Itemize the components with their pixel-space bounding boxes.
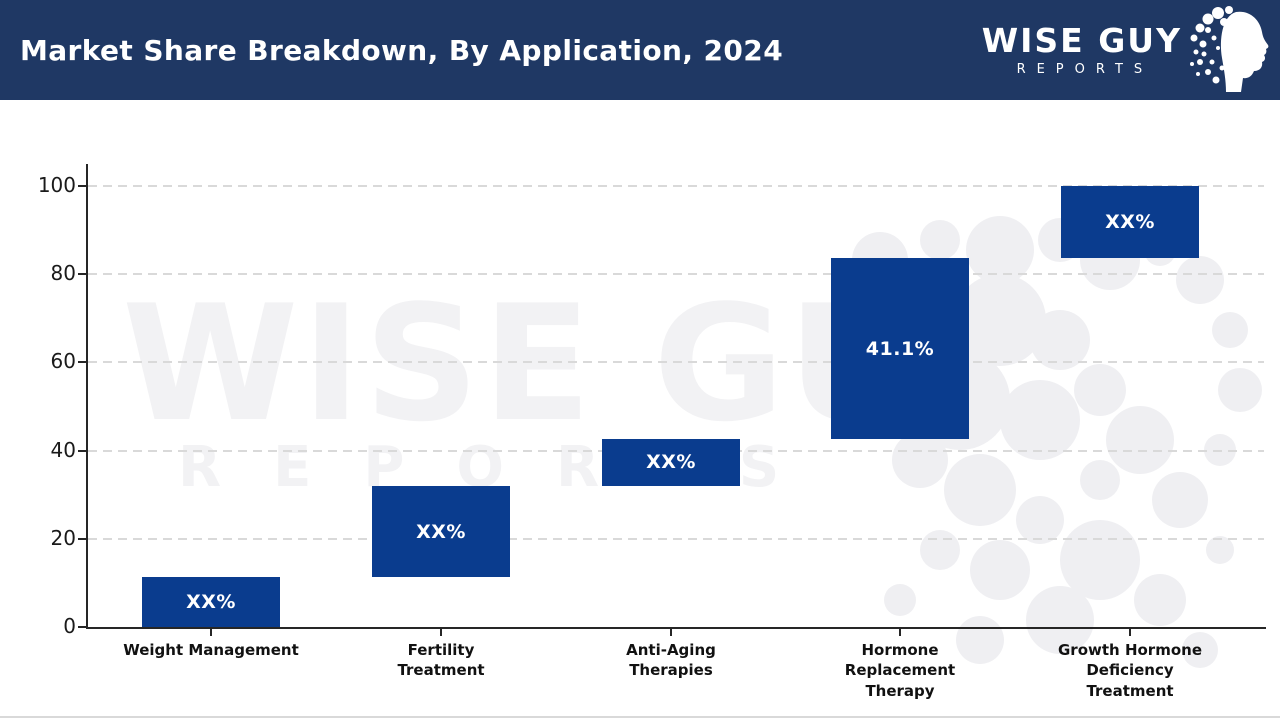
- page-title: Market Share Breakdown, By Application, …: [20, 33, 784, 67]
- bar-segment-0: XX%: [142, 577, 280, 627]
- brand-subname: REPORTS: [1016, 61, 1154, 77]
- x-category-label-1: Fertility Treatment: [397, 641, 485, 680]
- y-tick-label-80: 80: [50, 261, 76, 286]
- gridline-100: [88, 185, 1264, 187]
- y-tick-label-20: 20: [50, 525, 76, 550]
- y-tick-mark-100: [78, 185, 86, 187]
- gridline-20: [88, 537, 1264, 540]
- x-category-label-4: Growth Hormone Deficiency Treatment: [1058, 641, 1202, 700]
- brand-logo-text: WISE GUY REPORTS: [982, 24, 1182, 77]
- brand-logo: WISE GUY REPORTS: [982, 4, 1280, 96]
- bottom-divider: [0, 716, 1280, 718]
- x-category-label-3: Hormone Replacement Therapy: [844, 641, 956, 700]
- y-tick-label-60: 60: [50, 349, 76, 374]
- y-tick-label-40: 40: [50, 437, 76, 462]
- y-tick-label-100: 100: [37, 173, 76, 197]
- bar-value-label-4: XX%: [1105, 210, 1155, 233]
- gridline-60: [88, 361, 1264, 364]
- bar-segment-2: XX%: [602, 439, 740, 486]
- x-tick-mark-4: [1129, 629, 1131, 636]
- bar-value-label-3: 41.1%: [865, 337, 935, 360]
- y-tick-mark-60: [78, 361, 86, 364]
- x-tick-mark-3: [899, 629, 901, 636]
- bar-segment-1: XX%: [372, 485, 510, 578]
- x-category-label-0: Weight Management: [123, 641, 299, 659]
- bar-value-label-2: XX%: [646, 451, 696, 474]
- x-tick-mark-1: [440, 629, 442, 636]
- bar-value-label-1: XX%: [416, 520, 466, 543]
- y-tick-mark-20: [78, 537, 86, 540]
- x-axis-line: [86, 627, 1266, 629]
- brand-name: WISE GUY: [981, 20, 1182, 60]
- x-category-label-2: Anti-Aging Therapies: [626, 641, 716, 680]
- bar-value-label-0: XX%: [186, 591, 236, 614]
- x-tick-mark-2: [670, 629, 672, 636]
- y-axis-line: [86, 164, 88, 629]
- x-tick-mark-0: [210, 629, 212, 636]
- bar-segment-4: XX%: [1061, 186, 1199, 258]
- y-tick-mark-0: [78, 626, 86, 628]
- header-bar: Market Share Breakdown, By Application, …: [0, 0, 1280, 100]
- bar-segment-3: 41.1%: [831, 257, 969, 440]
- y-tick-label-0: 0: [63, 614, 76, 638]
- gridline-80: [88, 273, 1264, 276]
- brand-head-icon: [1190, 6, 1269, 92]
- y-tick-mark-40: [78, 449, 86, 452]
- y-tick-mark-80: [78, 273, 86, 276]
